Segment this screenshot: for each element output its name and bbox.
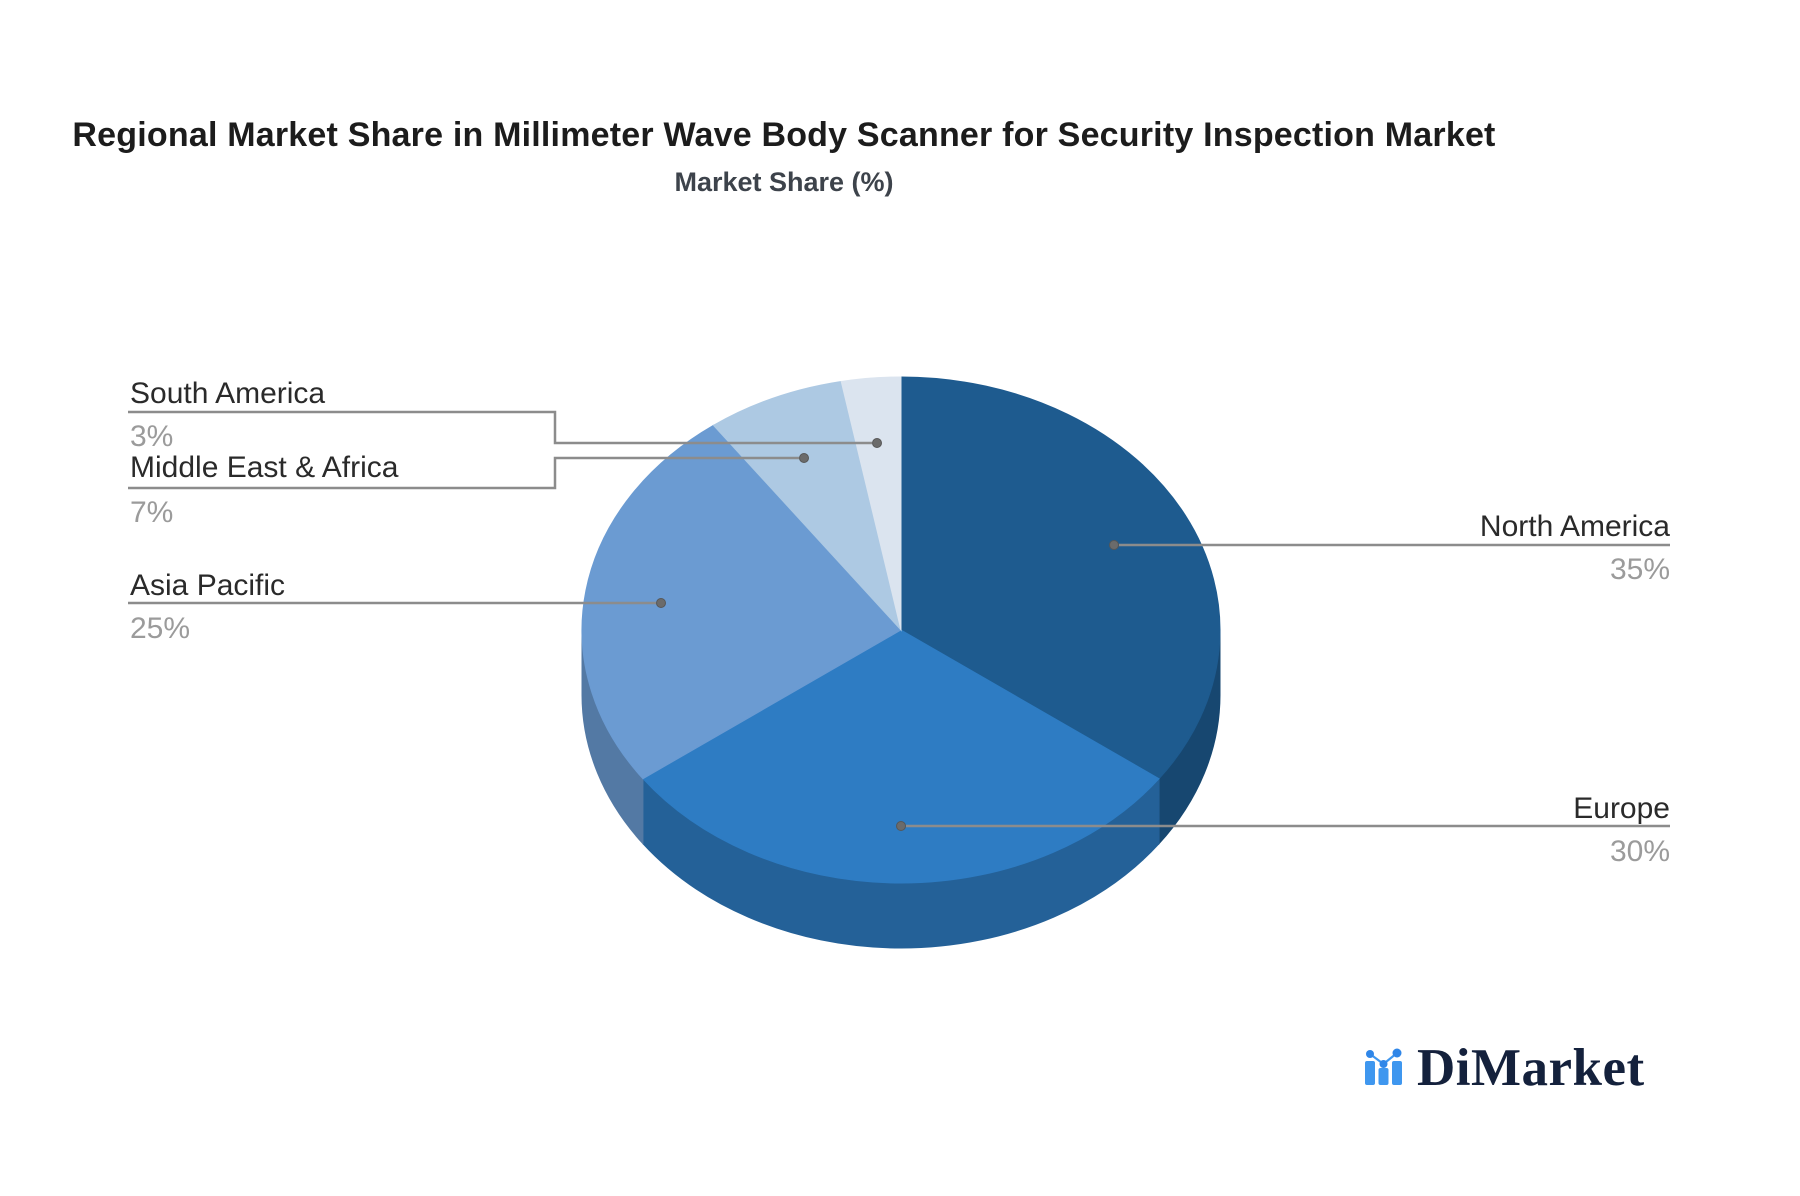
percent-asia-pacific: 25%	[130, 612, 191, 645]
logo-text: DiMarket	[1417, 1039, 1645, 1097]
label-north-america: North America	[1479, 510, 1670, 543]
percent-south-america: 3%	[130, 420, 174, 453]
leader-dot-europe	[896, 821, 906, 831]
chart-subtitle: Market Share (%)	[674, 167, 894, 197]
leader-dots	[656, 438, 1119, 831]
leader-lines	[128, 410, 1670, 828]
percent-europe: 30%	[1609, 835, 1670, 868]
leader-dot-south-america	[872, 438, 882, 448]
pie-slice-north-america	[900, 376, 1221, 780]
leader-dot-middle-east-africa	[799, 453, 809, 463]
percent-middle-east-africa: 7%	[130, 496, 174, 529]
pie-slice-south-america	[840, 376, 902, 631]
leader-line-middle-east-africa	[128, 456, 799, 490]
pie-slices	[581, 376, 1221, 884]
label-asia-pacific: Asia Pacific	[130, 569, 286, 602]
percent-north-america: 35%	[1609, 553, 1670, 586]
leader-dot-north-america	[1109, 540, 1119, 550]
leader-dot-asia-pacific	[656, 598, 666, 608]
label-middle-east-africa: Middle East & Africa	[130, 451, 399, 484]
label-europe: Europe	[1573, 792, 1670, 825]
label-south-america: South America	[130, 377, 326, 410]
chart-title: Regional Market Share in Millimeter Wave…	[72, 116, 1496, 154]
bar-chart-logo-icon	[1365, 1048, 1402, 1085]
leader-line-south-america	[128, 410, 872, 445]
